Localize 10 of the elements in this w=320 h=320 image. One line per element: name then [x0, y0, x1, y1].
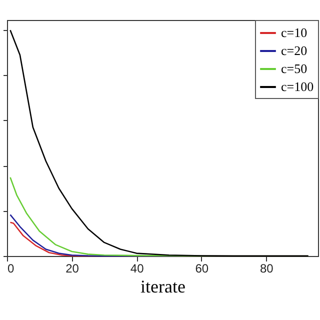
x-tick-label: 20 [66, 262, 80, 276]
x-tick-label: 0 [8, 262, 14, 276]
legend-label: c=10 [281, 25, 308, 40]
x-tick-label: 40 [130, 262, 144, 276]
legend-label: c=50 [281, 61, 308, 76]
legend-label: c=100 [281, 79, 314, 94]
x-tick-label: 80 [260, 262, 274, 276]
legend-label: c=20 [281, 43, 308, 58]
x-tick-label: 60 [195, 262, 209, 276]
x-axis-title: iterate [140, 276, 186, 296]
